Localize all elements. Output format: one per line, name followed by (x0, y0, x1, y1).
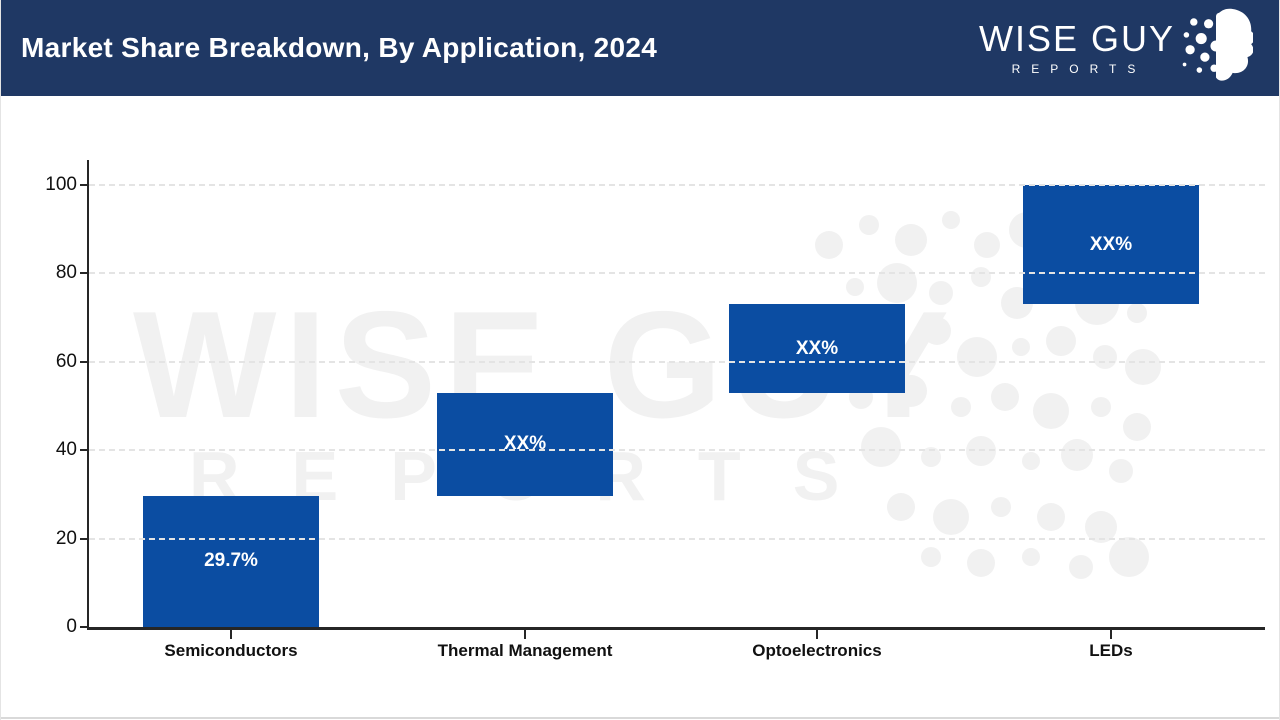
x-tick-mark (1110, 630, 1112, 639)
page-title: Market Share Breakdown, By Application, … (21, 32, 658, 63)
y-tick-mark (80, 626, 87, 628)
x-tick-mark (230, 630, 232, 639)
y-axis-line (87, 160, 89, 630)
bar-optoelectronics: XX% (729, 304, 905, 393)
y-tick-mark (80, 360, 87, 363)
category-label-optoelectronics: Optoelectronics (752, 641, 882, 660)
y-tick-mark (80, 449, 87, 452)
x-axis-line (87, 627, 1265, 630)
category-label-thermal-management: Thermal Management (437, 641, 613, 660)
brand-name: WISE GUY (978, 17, 1175, 59)
gridline-80 (89, 272, 1265, 275)
bar-leds: XX% (1023, 185, 1199, 305)
brand-logo-text: WISE GUY REPORTS (978, 17, 1175, 76)
bar-semiconductors: 29.7% (143, 495, 319, 627)
header-band: Market Share Breakdown, By Application, … (1, 0, 1279, 96)
x-tick-mark (816, 630, 818, 639)
bottom-divider (1, 717, 1279, 719)
y-tick-label: 20 (55, 527, 77, 549)
y-tick-label: 80 (55, 262, 77, 284)
x-tick-mark (524, 630, 526, 639)
gridline-60 (89, 360, 1265, 363)
bar-value-label: XX% (1089, 233, 1133, 255)
y-tick-label: 100 (45, 174, 77, 195)
bar-value-label: XX% (795, 337, 839, 359)
brand-logo: WISE GUY REPORTS (978, 6, 1255, 91)
category-label-semiconductors: Semiconductors (164, 641, 298, 660)
y-tick-mark (80, 272, 87, 275)
y-tick-mark (80, 537, 87, 540)
face-dots-icon (1179, 6, 1255, 91)
gridline-20 (89, 537, 1265, 540)
gridline-40 (89, 449, 1265, 452)
bar-value-label: 29.7% (204, 550, 258, 572)
brand-subname: REPORTS (1011, 61, 1147, 76)
bar-value-label: XX% (503, 433, 547, 455)
gridline-100 (89, 184, 1265, 186)
category-label-leds: LEDs (1089, 641, 1133, 660)
y-tick-label: 0 (66, 616, 77, 637)
y-tick-label: 40 (55, 439, 77, 461)
y-tick-label: 60 (55, 350, 77, 372)
bar-thermal-management: XX% (437, 392, 613, 496)
y-tick-mark (80, 184, 87, 186)
